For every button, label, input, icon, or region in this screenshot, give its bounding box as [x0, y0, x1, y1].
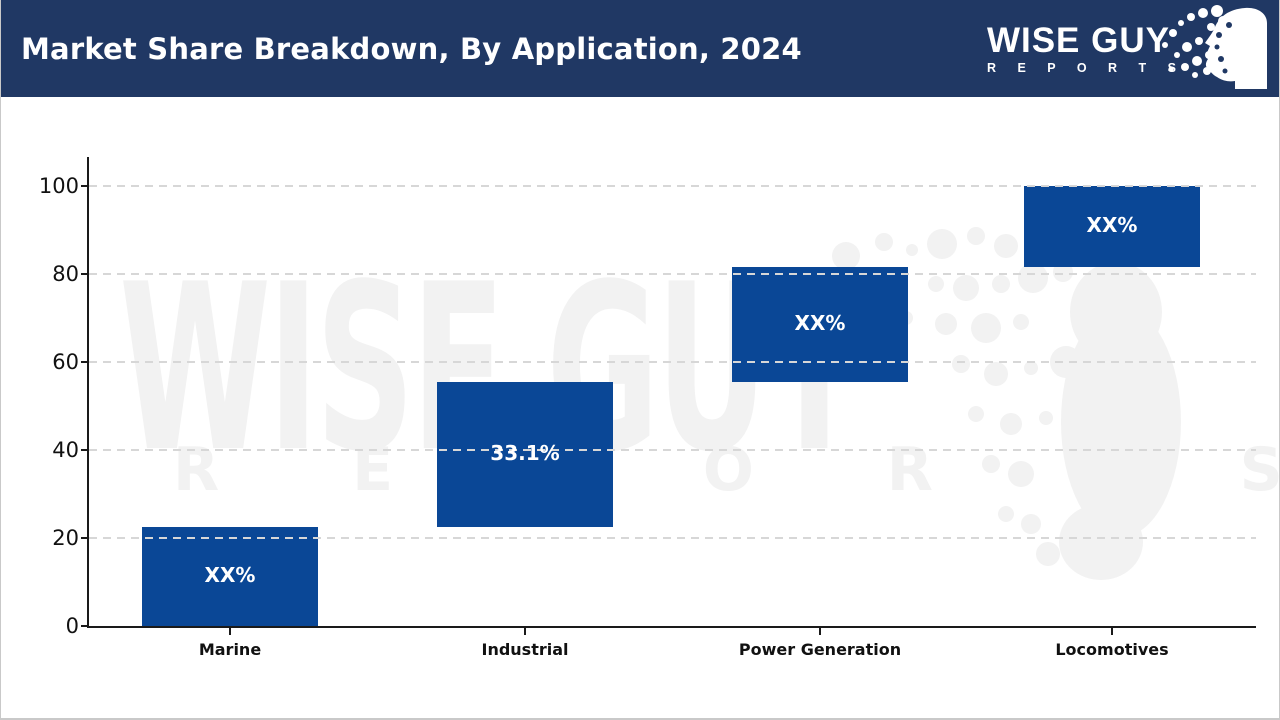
logo-brand-name: WISE GUY	[986, 20, 1170, 60]
y-axis-tick-label-20: 20	[52, 526, 79, 550]
y-axis-tick-20	[81, 537, 88, 539]
plot-area: 0 20 40 60 80 100 XX% 33.1% XX% XX% Marine Industri…	[1, 97, 1279, 718]
watermark-face-dots	[816, 222, 1186, 586]
header: Market Share Breakdown, By Application, …	[1, 0, 1279, 97]
wise-guy-reports-logo: WISE GUY R E P O R T S	[987, 4, 1269, 93]
x-category-label-locomotives: Locomotives	[1055, 640, 1169, 659]
y-axis-tick-60	[81, 361, 88, 363]
logo-brand-subtitle: R E P O R T S	[986, 60, 1185, 75]
bar-value-label: XX%	[794, 310, 846, 335]
x-axis-tick-1	[229, 628, 231, 635]
y-axis-tick-40	[81, 449, 88, 451]
x-axis-tick-3	[819, 628, 821, 635]
x-category-label-industrial: Industrial	[481, 640, 569, 659]
y-axis-tick-0	[81, 625, 88, 627]
x-axis-tick-2	[524, 628, 526, 635]
bar-industrial	[437, 381, 613, 528]
x-category-label-power-generation: Power Generation	[738, 640, 902, 659]
y-axis-tick-label-40: 40	[52, 438, 79, 462]
y-axis-tick-80	[81, 273, 88, 275]
bar-marine	[142, 527, 318, 626]
x-axis-line	[87, 626, 1256, 628]
bar-value-label: XX%	[1086, 212, 1138, 237]
bar-value-label: XX%	[204, 562, 256, 587]
x-axis-tick-4	[1111, 628, 1113, 635]
x-category-label-marine: Marine	[198, 640, 262, 659]
y-axis-tick-label-0: 0	[65, 614, 79, 638]
gridline-80	[89, 273, 1256, 275]
page-title: Market Share Breakdown, By Application, …	[21, 31, 802, 66]
y-axis-tick-label-60: 60	[52, 350, 79, 374]
bar-locomotives	[1024, 186, 1200, 268]
gridline-40	[89, 449, 1256, 451]
bar-value-label: 33.1%	[490, 440, 560, 465]
gridline-60	[89, 361, 1256, 363]
face-profile-icon	[1157, 4, 1269, 93]
y-axis-line	[87, 157, 89, 628]
y-axis-tick-label-100: 100	[38, 174, 79, 198]
y-axis-tick-100	[81, 185, 88, 187]
logo-text: WISE GUY R E P O R T S	[987, 23, 1185, 75]
y-axis-tick-label-80: 80	[52, 262, 79, 286]
gridline-20	[89, 537, 1256, 539]
gridline-100	[89, 185, 1256, 187]
